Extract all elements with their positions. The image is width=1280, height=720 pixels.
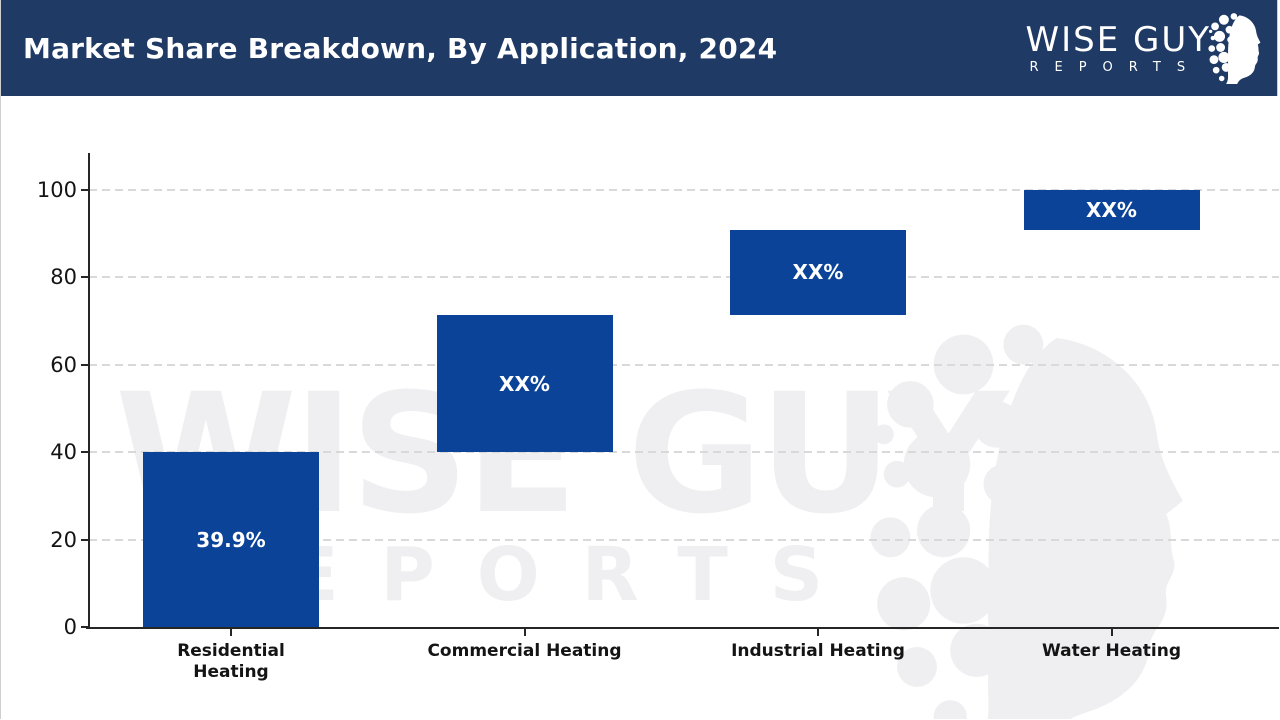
bar-value-label-industrial-heating: XX% [792,260,844,285]
y-tick-label-40: 40 [50,440,77,464]
y-tick-label-100: 100 [36,177,77,202]
x-tick-label-residential-heating: Residential Heating [111,641,351,683]
logo-wordmark: WISE GUY REPORTS [1025,22,1211,75]
bar-water-heating: XX% [1023,189,1200,231]
x-axis-line [86,627,1279,629]
brand-logo: WISE GUY REPORTS [1025,12,1277,84]
x-tick-label-commercial-heating: Commercial Heating [405,641,645,662]
x-tick-residential-heating [230,629,232,636]
plot-area: 0 20 40 60 80 100 39.9% Residential Heating XX% Co… [1,96,1279,719]
x-tick-water-heating [1110,629,1113,636]
logo-subtitle: REPORTS [1029,59,1202,75]
bar-value-label-residential-heating: 39.9% [196,527,266,552]
x-tick-label-water-heating: Water Heating [992,641,1232,662]
y-tick-label-60: 60 [50,352,77,377]
x-tick-industrial-heating [817,629,819,636]
gridline-40 [89,451,1279,453]
gridline-80 [89,276,1279,278]
header: Market Share Breakdown, By Application, … [1,0,1277,96]
logo-name: WISE GUY [1025,19,1211,60]
x-tick-label-line: Industrial Heating [731,641,905,661]
bar-industrial-heating: XX% [730,230,906,315]
bar-residential-heating: 39.9% [143,452,319,627]
y-tick-40 [81,451,89,453]
bar-value-label-commercial-heating: XX% [499,371,550,396]
y-tick-100 [81,188,89,191]
y-tick-20 [81,538,89,541]
x-tick-label-industrial-heating: Industrial Heating [698,641,938,662]
x-tick-label-line: Water Heating [1041,641,1182,661]
page-title: Market Share Breakdown, By Application, … [23,31,778,65]
y-tick-0 [81,626,89,628]
y-tick-label-0: 0 [63,615,77,639]
gridline-100 [89,188,1279,191]
y-axis-spine [88,153,90,629]
y-tick-80 [81,276,89,278]
wise-guy-head-icon [1208,13,1261,84]
x-tick-label-line: Residential [177,641,285,661]
bar-value-label-water-heating: XX% [1086,197,1137,222]
bar-commercial-heating: XX% [436,314,613,453]
chart-canvas: WISE GUY REPORTS 0 20 40 60 80 100 39.9% Reside… [1,96,1279,719]
x-tick-label-line: Commercial Heating [427,641,622,661]
x-tick-commercial-heating [523,629,526,636]
y-tick-label-20: 20 [50,527,77,552]
gridline-60 [89,363,1279,366]
x-tick-label-line: Heating [193,662,269,682]
y-tick-label-80: 80 [50,265,77,289]
y-tick-60 [81,363,89,366]
gridline-20 [89,538,1279,541]
